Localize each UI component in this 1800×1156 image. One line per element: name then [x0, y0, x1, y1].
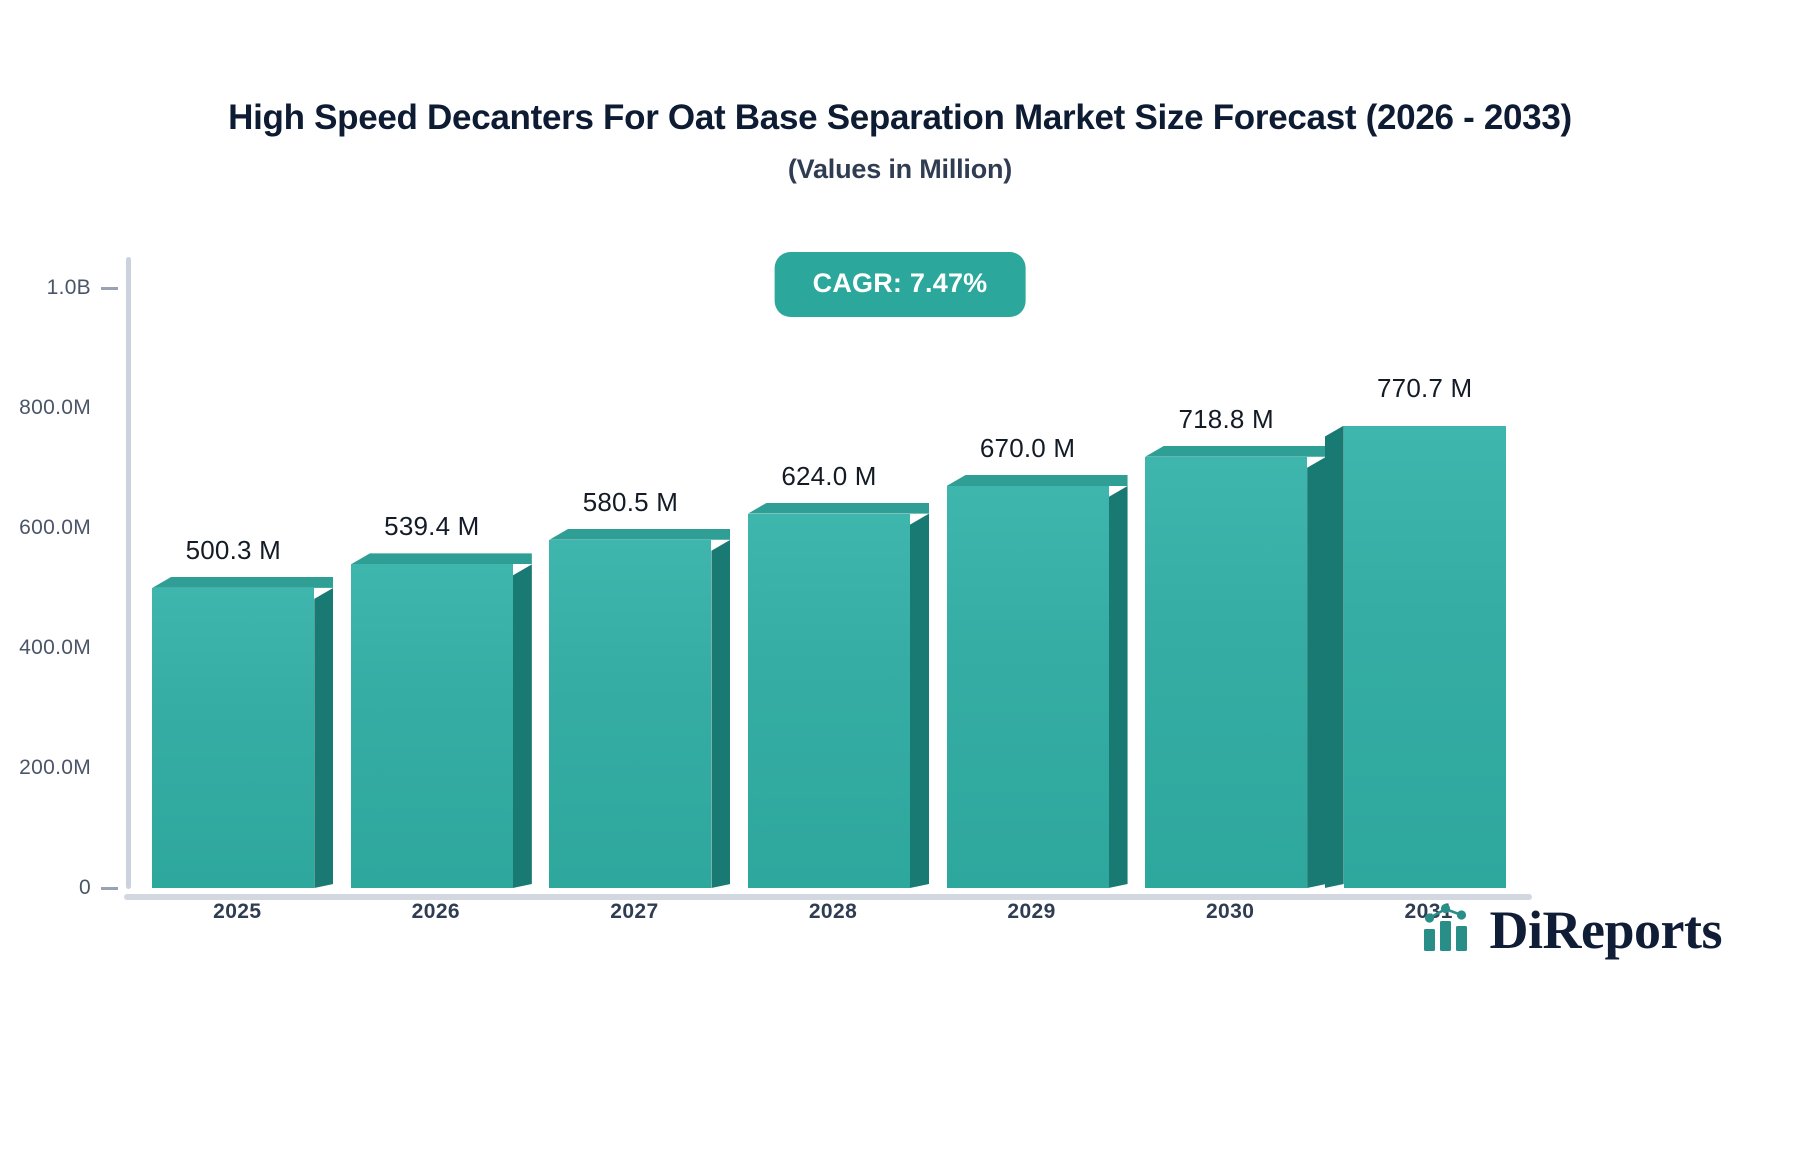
bar-side-face: [1325, 426, 1344, 888]
bar-value-label: 770.7 M: [1377, 372, 1473, 403]
bar-group[interactable]: 539.4 M: [350, 288, 532, 888]
bar-group[interactable]: 580.5 M: [549, 288, 731, 888]
bar-top-face: [1344, 415, 1506, 426]
y-tick-4: 800.0M: [6, 396, 118, 420]
y-tick-0: 0: [6, 876, 118, 900]
y-tick-label: 400.0M: [19, 636, 91, 659]
bar-side-face: [1109, 486, 1128, 888]
bar-group[interactable]: 718.8 M: [1145, 288, 1327, 888]
bar-top-face: [1145, 445, 1327, 457]
x-tick-label: 2026: [411, 900, 461, 923]
x-tick-label: 2030: [1205, 900, 1255, 923]
x-tick-label: 2028: [808, 900, 858, 923]
y-tick-label: 800.0M: [19, 396, 91, 419]
cagr-badge: CAGR: 7.47%: [774, 252, 1026, 317]
bar-side-face: [910, 514, 929, 888]
bar-front-face: [946, 486, 1109, 888]
bar-front-face: [1145, 456, 1308, 888]
bar-top-face: [152, 576, 334, 588]
chart-subtitle: (Values in Million): [787, 154, 1013, 185]
bar-front-face: [549, 539, 712, 888]
bar-value-label: 580.5 M: [582, 486, 679, 517]
plot-area: 0 200.0M 400.0M 600.0M 800.0M 1.0B 500.3 M 539…: [19, 257, 1532, 900]
bar-value-label: 500.3 M: [185, 534, 281, 565]
bar-value-label: 670.0 M: [979, 433, 1076, 463]
bar-side-face: [314, 588, 333, 888]
bar-front-face: [748, 513, 910, 888]
bar-top-face: [350, 553, 532, 565]
bar[interactable]: [946, 475, 1128, 888]
bar-group[interactable]: 624.0 M: [748, 288, 929, 888]
y-tick-2: 400.0M: [6, 636, 118, 660]
bar-value-label: 624.0 M: [781, 460, 877, 491]
x-axis-tick-labels: 2025 2026 2027 2028 2029 2030 2031: [138, 900, 1528, 930]
bar[interactable]: [1145, 445, 1327, 888]
chart-title: High Speed Decanters For Oat Base Separa…: [228, 98, 1572, 137]
bar-front-face: [152, 587, 315, 888]
x-tick-label: 2027: [610, 900, 659, 923]
x-tick-label: 2025: [213, 900, 262, 923]
bar-chart-icon: [1422, 901, 1482, 958]
bar-side-face: [513, 564, 532, 888]
bar[interactable]: [748, 502, 929, 888]
y-tick-label: 200.0M: [19, 756, 91, 779]
bar-group[interactable]: 670.0 M: [946, 288, 1128, 888]
bar[interactable]: [1343, 425, 1506, 888]
y-tick-mark: [101, 886, 118, 890]
bar[interactable]: [152, 576, 334, 888]
logo-text: DiReports: [1489, 899, 1723, 960]
bar-group[interactable]: 770.7 M: [1344, 288, 1506, 888]
bar-front-face: [350, 564, 513, 888]
bar-group[interactable]: 500.3 M: [152, 288, 334, 888]
x-tick-label: 2031: [1404, 900, 1453, 923]
x-tick-label: 2029: [1007, 900, 1056, 923]
y-tick-label: 0: [79, 876, 91, 899]
y-tick-label: 600.0M: [19, 516, 91, 539]
y-tick-1: 200.0M: [6, 756, 118, 780]
bar-value-label: 718.8 M: [1178, 403, 1274, 434]
bar-value-label: 539.4 M: [384, 511, 480, 542]
y-tick-label: 1.0B: [46, 276, 91, 299]
direports-logo: DiReports: [1422, 899, 1723, 960]
y-tick-5: 1.0B: [6, 276, 118, 300]
bar-top-face: [549, 528, 731, 540]
y-axis-line: [126, 257, 131, 889]
bars-layer: 500.3 M 539.4 M 580.5 M 624.0 M 670.0 M 718.8…: [138, 288, 1528, 888]
title-block: High Speed Decanters For Oat Base Separa…: [0, 98, 1800, 185]
y-tick-3: 600.0M: [6, 516, 118, 540]
bar-front-face: [1343, 425, 1506, 888]
bar[interactable]: [350, 553, 532, 888]
bar[interactable]: [549, 528, 731, 888]
x-axis-line: [124, 894, 1532, 900]
bar-top-face: [748, 502, 929, 514]
y-tick-mark: [101, 286, 118, 290]
bar-side-face: [1307, 457, 1326, 888]
bar-top-face: [946, 475, 1128, 486]
y-axis-tick-labels: 0 200.0M 400.0M 600.0M 800.0M 1.0B: [6, 276, 118, 899]
bar-side-face: [711, 540, 730, 888]
